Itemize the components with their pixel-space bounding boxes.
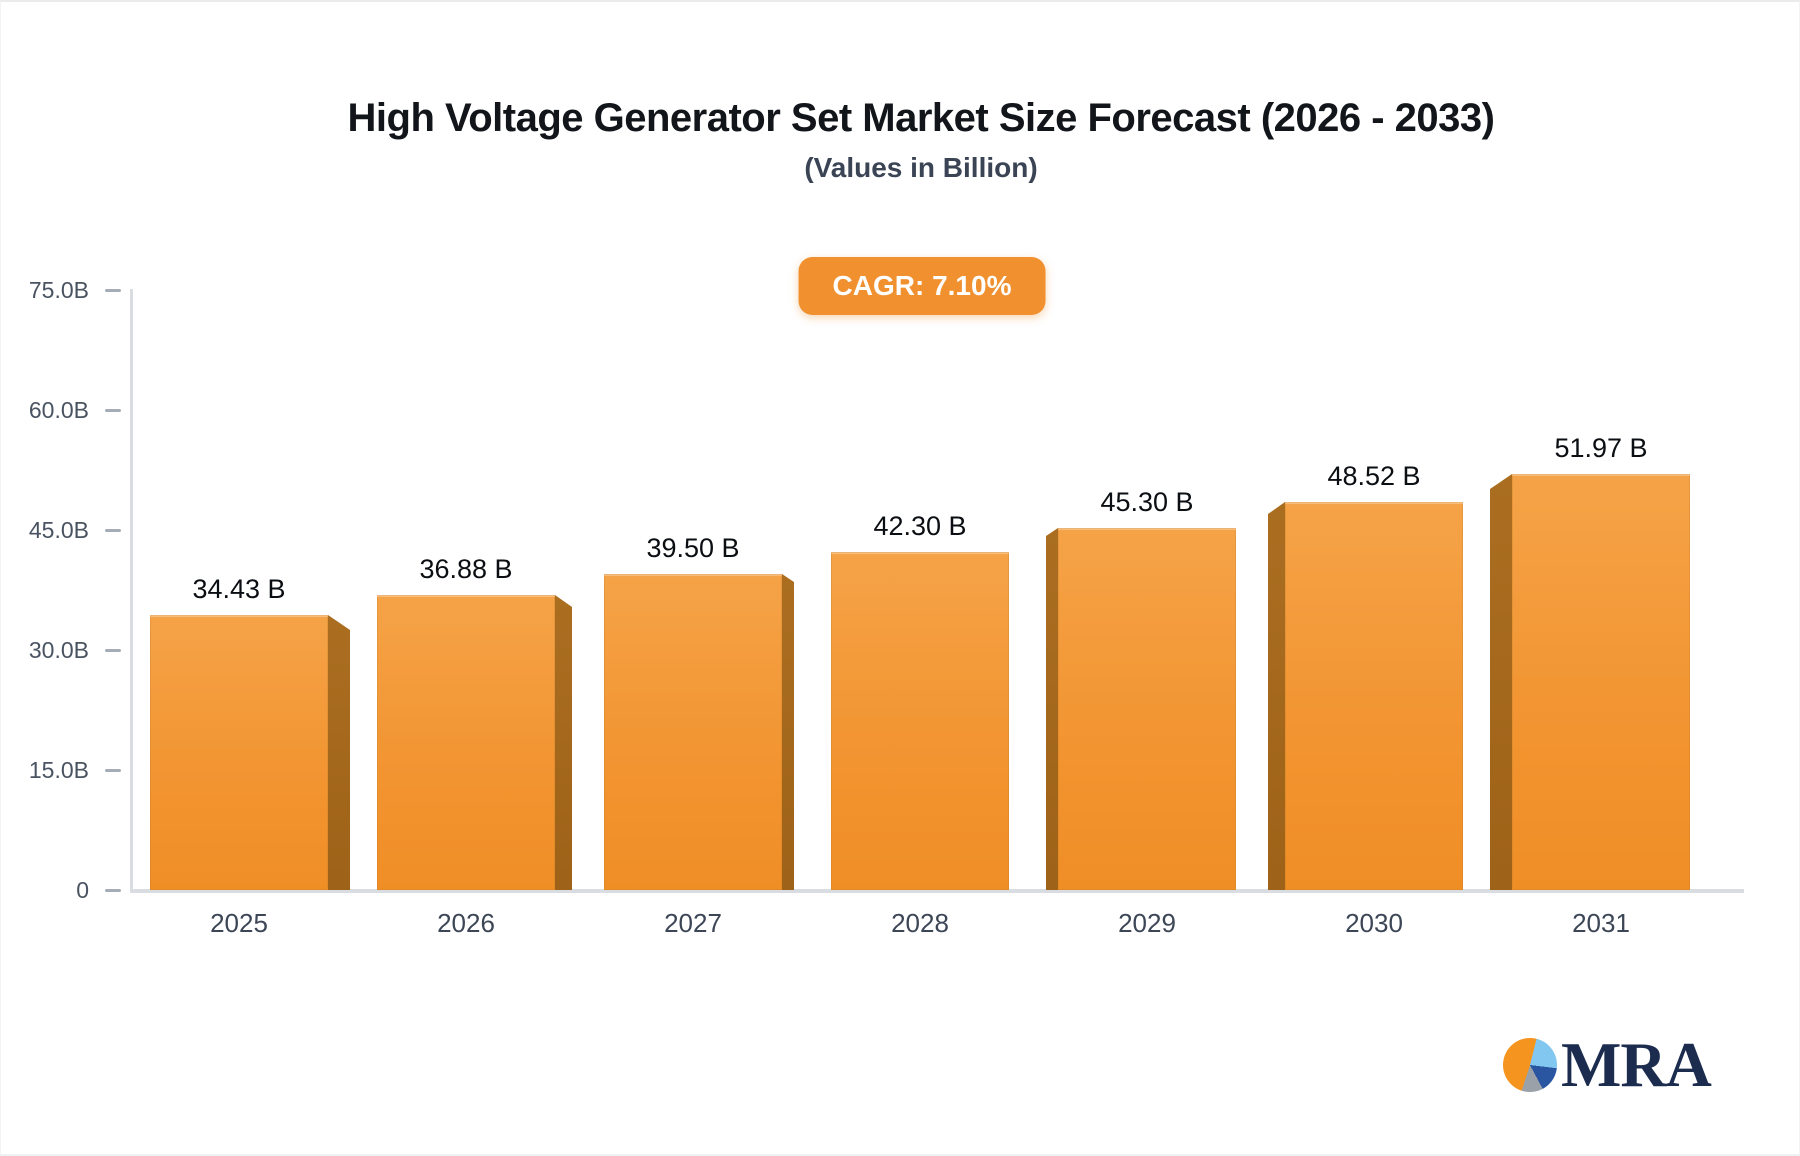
cagr-badge: CAGR: 7.10%	[798, 257, 1046, 315]
chart-subtitle: (Values in Billion)	[804, 152, 1038, 183]
bar-value-label: 42.30 B	[873, 511, 967, 541]
bar-value-label: 34.43 B	[192, 574, 286, 604]
y-axis-tick-label: 60.0B	[28, 397, 89, 423]
bar-side-2025	[328, 615, 350, 890]
chart-title: High Voltage Generator Set Market Size F…	[347, 96, 1495, 140]
bar-value-label: 39.50 B	[646, 533, 740, 563]
x-axis-tick-label: 2031	[1572, 908, 1630, 938]
brand-logo-text: MRA	[1561, 1029, 1712, 1100]
bar-2029[interactable]	[1058, 528, 1236, 890]
x-axis-tick-label: 2028	[891, 908, 949, 938]
bar-2031[interactable]	[1512, 474, 1690, 890]
bar-side-2027	[782, 574, 794, 890]
bar-2026[interactable]	[377, 595, 555, 890]
y-axis-tick-mark	[105, 409, 121, 412]
bar-value-label: 51.97 B	[1554, 433, 1648, 463]
x-axis-tick-label: 2029	[1118, 908, 1176, 938]
y-axis-tick-mark	[105, 529, 121, 532]
y-axis-tick-label: 15.0B	[28, 757, 89, 783]
bar-side-2026	[555, 595, 572, 890]
y-axis-tick-label: 30.0B	[28, 637, 89, 663]
x-axis-tick-label: 2027	[664, 908, 722, 938]
pie-chart-icon	[1503, 1038, 1557, 1092]
bar-side-2030	[1268, 502, 1285, 890]
bar-2030[interactable]	[1285, 502, 1463, 890]
y-axis-tick-mark	[105, 289, 121, 292]
bar-side-2031	[1490, 474, 1512, 890]
bar-2027[interactable]	[604, 574, 782, 890]
y-axis-tick-mark	[105, 649, 121, 652]
bar-2025[interactable]	[150, 615, 328, 890]
x-axis-tick-label: 2025	[210, 908, 268, 938]
x-axis-line	[130, 889, 1744, 893]
bar-value-label: 48.52 B	[1327, 461, 1421, 491]
brand-logo[interactable]: MRA	[1503, 1029, 1712, 1100]
bar-side-2029	[1046, 528, 1058, 890]
y-axis-tick-mark	[105, 889, 121, 892]
bar-value-label: 45.30 B	[1100, 487, 1194, 517]
bar-value-label: 36.88 B	[419, 554, 513, 584]
bar-2028[interactable]	[831, 552, 1009, 890]
y-axis-tick-label: 45.0B	[28, 517, 89, 543]
y-axis-line	[130, 289, 133, 892]
y-axis-tick-mark	[105, 769, 121, 772]
x-axis-tick-label: 2030	[1345, 908, 1403, 938]
x-axis-tick-label: 2026	[437, 908, 495, 938]
y-axis-tick-label: 0	[76, 877, 89, 903]
y-axis-tick-label: 75.0B	[28, 277, 89, 303]
